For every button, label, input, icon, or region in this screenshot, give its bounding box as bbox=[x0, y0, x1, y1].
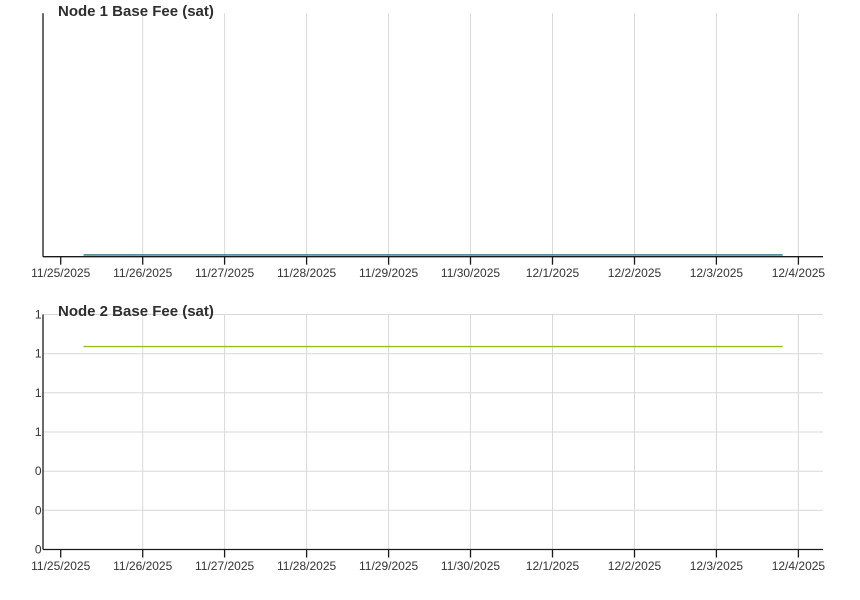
svg-text:12/1/2025: 12/1/2025 bbox=[526, 266, 580, 280]
svg-text:11/26/2025: 11/26/2025 bbox=[113, 559, 172, 573]
svg-text:0: 0 bbox=[35, 543, 42, 557]
svg-text:11/30/2025: 11/30/2025 bbox=[441, 266, 500, 280]
svg-text:11/26/2025: 11/26/2025 bbox=[113, 266, 172, 280]
svg-text:11/28/2025: 11/28/2025 bbox=[277, 266, 336, 280]
svg-text:12/2/2025: 12/2/2025 bbox=[608, 266, 662, 280]
svg-text:12/4/2025: 12/4/2025 bbox=[772, 266, 826, 280]
svg-text:12/3/2025: 12/3/2025 bbox=[690, 559, 744, 573]
svg-text:12/2/2025: 12/2/2025 bbox=[608, 559, 662, 573]
svg-text:11/27/2025: 11/27/2025 bbox=[195, 266, 254, 280]
svg-text:12/4/2025: 12/4/2025 bbox=[772, 559, 826, 573]
svg-text:11/28/2025: 11/28/2025 bbox=[277, 559, 336, 573]
svg-text:1: 1 bbox=[35, 347, 42, 361]
svg-text:0: 0 bbox=[35, 503, 42, 517]
svg-text:1: 1 bbox=[35, 308, 42, 322]
svg-text:1: 1 bbox=[35, 386, 42, 400]
svg-text:11/30/2025: 11/30/2025 bbox=[441, 559, 500, 573]
svg-text:12/1/2025: 12/1/2025 bbox=[526, 559, 580, 573]
svg-text:11/25/2025: 11/25/2025 bbox=[31, 266, 90, 280]
svg-text:11/29/2025: 11/29/2025 bbox=[359, 266, 418, 280]
svg-text:11/29/2025: 11/29/2025 bbox=[359, 559, 418, 573]
svg-text:11/25/2025: 11/25/2025 bbox=[31, 559, 90, 573]
svg-text:0: 0 bbox=[35, 464, 42, 478]
svg-text:12/3/2025: 12/3/2025 bbox=[690, 266, 744, 280]
svg-text:11/27/2025: 11/27/2025 bbox=[195, 559, 254, 573]
svg-text:1: 1 bbox=[35, 425, 42, 439]
